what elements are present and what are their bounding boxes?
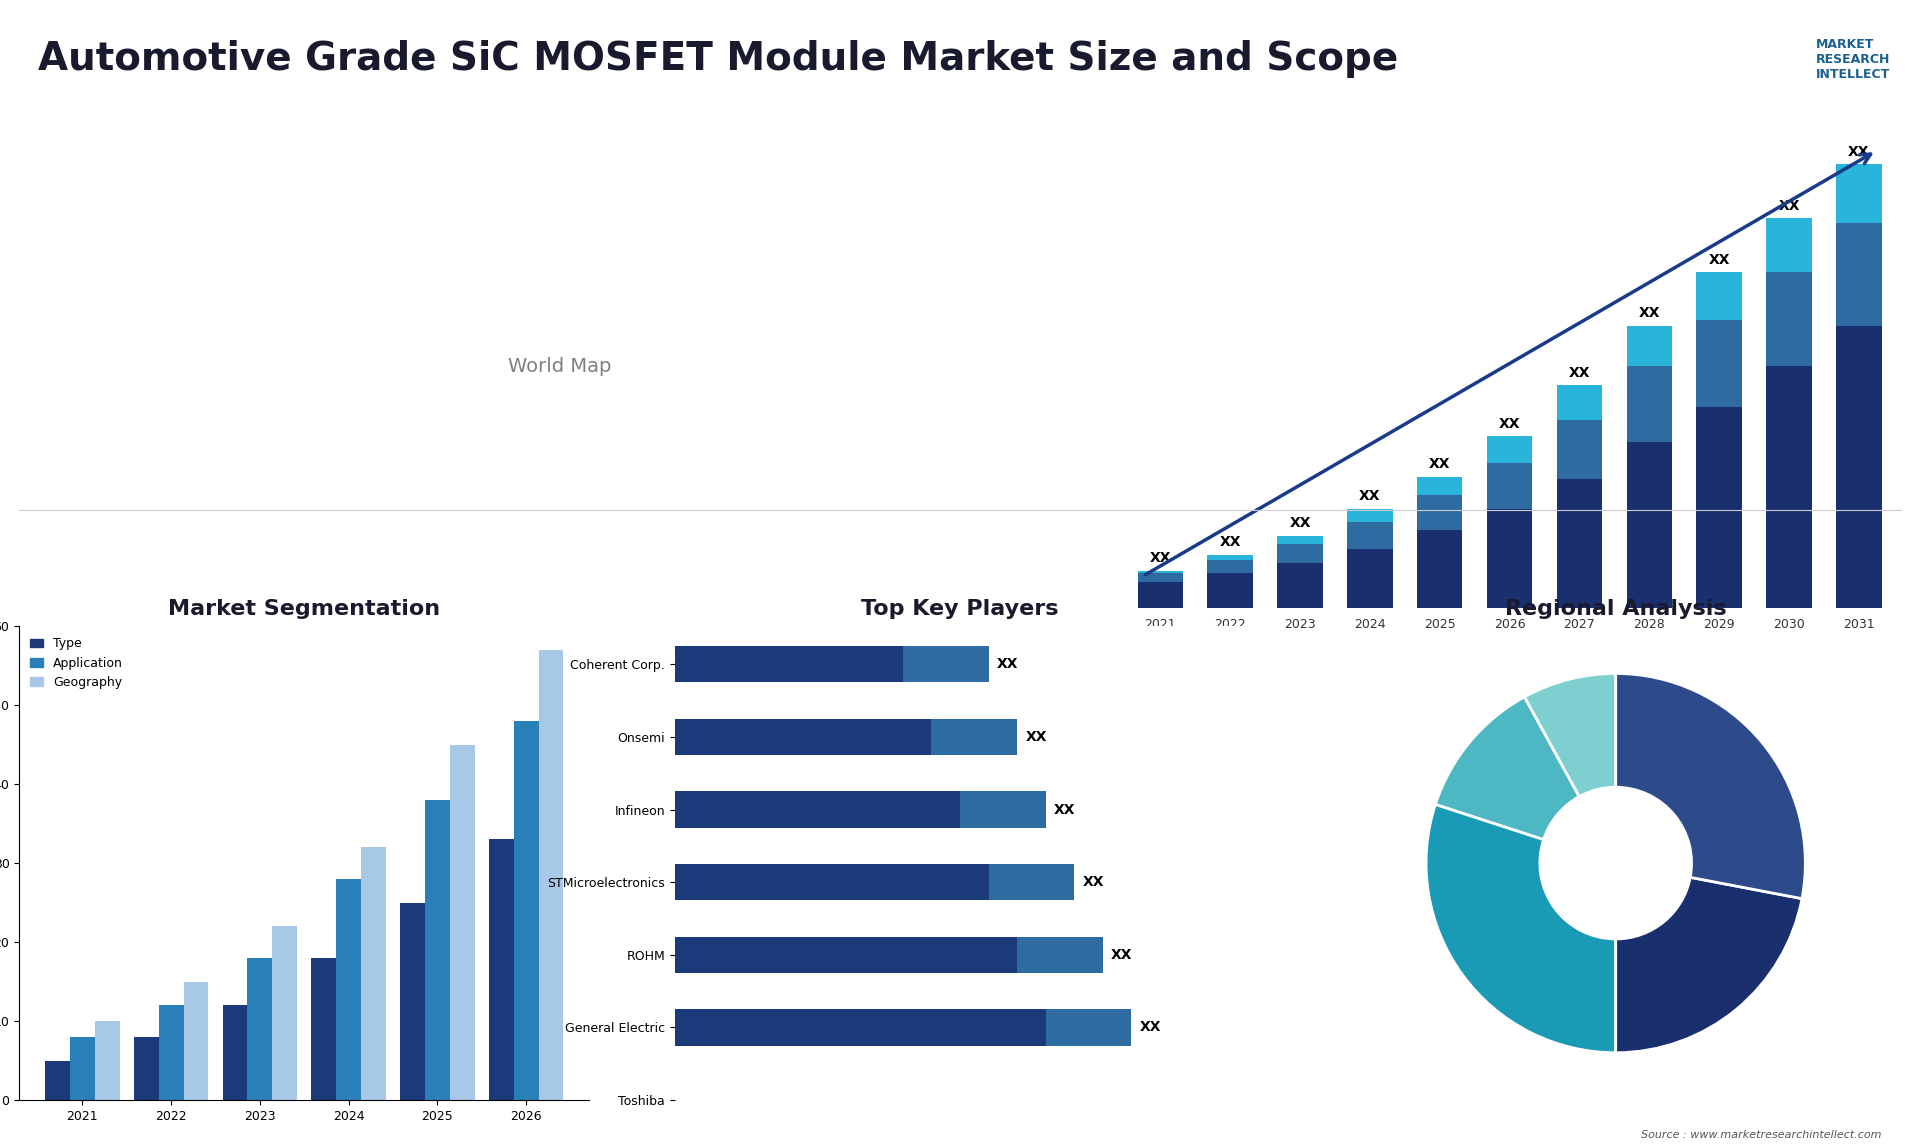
Bar bbox=[1018, 936, 1102, 973]
Bar bbox=[1766, 367, 1812, 609]
Bar bbox=[159, 1005, 184, 1100]
Text: XX: XX bbox=[1083, 876, 1104, 889]
Bar bbox=[223, 1005, 248, 1100]
Wedge shape bbox=[1524, 674, 1617, 796]
Bar bbox=[399, 903, 424, 1100]
Bar bbox=[676, 792, 960, 827]
Wedge shape bbox=[1617, 674, 1805, 898]
Bar bbox=[1417, 531, 1463, 609]
Bar bbox=[676, 864, 989, 901]
Bar bbox=[1348, 549, 1392, 609]
Text: XX: XX bbox=[1288, 517, 1311, 531]
Bar bbox=[1208, 555, 1254, 560]
Text: World Map: World Map bbox=[507, 356, 611, 376]
Bar bbox=[1626, 441, 1672, 609]
Text: XX: XX bbox=[1569, 366, 1590, 379]
Bar bbox=[1348, 523, 1392, 549]
Bar bbox=[1697, 321, 1741, 407]
Bar bbox=[902, 646, 989, 682]
Bar bbox=[69, 1037, 94, 1100]
Bar bbox=[1486, 437, 1532, 463]
Text: XX: XX bbox=[996, 657, 1020, 672]
Text: Source : www.marketresearchintellect.com: Source : www.marketresearchintellect.com bbox=[1642, 1130, 1882, 1140]
Text: XX: XX bbox=[1150, 551, 1171, 565]
Text: XX: XX bbox=[1112, 948, 1133, 961]
Bar bbox=[1137, 573, 1183, 581]
Bar bbox=[1208, 573, 1254, 609]
Title: Market Segmentation: Market Segmentation bbox=[169, 599, 440, 619]
Wedge shape bbox=[1427, 804, 1617, 1053]
Bar bbox=[311, 958, 336, 1100]
Bar bbox=[1836, 223, 1882, 325]
Bar bbox=[248, 958, 273, 1100]
Text: XX: XX bbox=[1500, 417, 1521, 431]
Wedge shape bbox=[1436, 697, 1578, 840]
Text: XX: XX bbox=[1054, 802, 1075, 816]
Bar bbox=[94, 1021, 119, 1100]
Bar bbox=[361, 847, 386, 1100]
Bar bbox=[1417, 495, 1463, 531]
Legend: Type, Application, Geography: Type, Application, Geography bbox=[25, 633, 129, 693]
Bar bbox=[676, 936, 1018, 973]
Text: XX: XX bbox=[1849, 144, 1870, 159]
Wedge shape bbox=[1617, 878, 1803, 1053]
Bar bbox=[1766, 218, 1812, 272]
Bar bbox=[1277, 544, 1323, 563]
Bar bbox=[134, 1037, 159, 1100]
Text: XX: XX bbox=[1140, 1020, 1162, 1035]
Bar bbox=[1836, 164, 1882, 223]
Bar bbox=[336, 879, 361, 1100]
Bar bbox=[676, 646, 902, 682]
Bar bbox=[1557, 479, 1601, 609]
Bar bbox=[676, 1010, 1046, 1045]
Bar bbox=[1626, 325, 1672, 367]
Bar bbox=[1277, 536, 1323, 544]
Bar bbox=[1486, 463, 1532, 509]
Text: XX: XX bbox=[1025, 730, 1046, 744]
Text: Automotive Grade SiC MOSFET Module Market Size and Scope: Automotive Grade SiC MOSFET Module Marke… bbox=[38, 40, 1398, 78]
Bar bbox=[1417, 477, 1463, 495]
Bar bbox=[540, 650, 563, 1100]
Bar bbox=[1626, 367, 1672, 441]
Bar bbox=[273, 926, 298, 1100]
Text: XX: XX bbox=[1709, 252, 1730, 267]
Text: XX: XX bbox=[1428, 457, 1450, 471]
Bar bbox=[449, 745, 474, 1100]
Text: XX: XX bbox=[1638, 306, 1661, 321]
Bar bbox=[1486, 509, 1532, 609]
Bar bbox=[1277, 563, 1323, 609]
Bar bbox=[1557, 421, 1601, 479]
Bar bbox=[1348, 509, 1392, 523]
Bar bbox=[1766, 272, 1812, 367]
Bar bbox=[44, 1061, 69, 1100]
Text: XX: XX bbox=[1778, 198, 1799, 213]
Bar bbox=[1137, 571, 1183, 573]
Bar bbox=[184, 982, 209, 1100]
Text: XX: XX bbox=[1219, 535, 1240, 549]
Title: Top Key Players: Top Key Players bbox=[862, 599, 1058, 619]
Bar bbox=[1557, 385, 1601, 421]
Text: XX: XX bbox=[1359, 489, 1380, 503]
Title: Regional Analysis: Regional Analysis bbox=[1505, 599, 1726, 619]
Text: MARKET
RESEARCH
INTELLECT: MARKET RESEARCH INTELLECT bbox=[1816, 38, 1891, 81]
Bar bbox=[1046, 1010, 1131, 1045]
Bar bbox=[989, 864, 1073, 901]
Bar bbox=[1697, 407, 1741, 609]
Bar bbox=[931, 719, 1018, 755]
Bar bbox=[490, 839, 515, 1100]
Bar bbox=[1836, 325, 1882, 609]
Bar bbox=[960, 792, 1046, 827]
Bar bbox=[1137, 581, 1183, 609]
Bar bbox=[424, 800, 449, 1100]
Bar bbox=[1697, 272, 1741, 321]
Bar bbox=[676, 719, 931, 755]
Bar bbox=[515, 721, 540, 1100]
Bar bbox=[1208, 560, 1254, 573]
